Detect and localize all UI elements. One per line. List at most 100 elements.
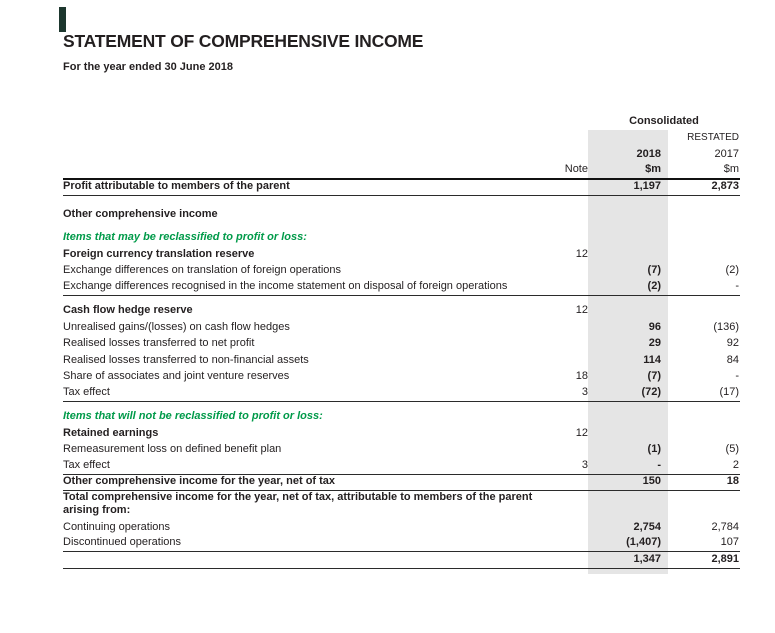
document-page: STATEMENT OF COMPREHENSIVE INCOME For th… — [63, 31, 740, 574]
value-2017-cell: - — [735, 279, 739, 292]
row-label: Realised losses transferred to net profi… — [63, 337, 255, 349]
row-label: Items that may be reclassified to profit… — [63, 231, 307, 243]
page-subtitle: For the year ended 30 June 2018 — [63, 61, 233, 73]
row-label — [63, 566, 540, 568]
table-row: Realised losses transferred to net profi… — [63, 336, 740, 353]
note-cell — [540, 488, 588, 490]
group-header-consolidated: Consolidated — [629, 114, 699, 127]
table-row: Remeasurement loss on defined benefit pl… — [63, 442, 740, 459]
value-2018-cell: (7) — [647, 264, 661, 276]
value-2017-cell: (136) — [713, 320, 739, 333]
row-label: Tax effect — [63, 385, 110, 398]
table-row: Realised losses transferred to non-finan… — [63, 352, 740, 369]
value-2018-cell: (72) — [641, 385, 661, 398]
note-cell — [540, 293, 588, 295]
row-label: Exchange differences recognised in the i… — [63, 279, 508, 292]
value-2017-cell: 18 — [726, 475, 739, 487]
value-2018-cell: - — [657, 458, 661, 471]
row-label: Continuing operations — [63, 520, 171, 533]
table-row: Unrealised gains/(losses) on cash flow h… — [63, 319, 740, 336]
column-header-2017: 2017 — [714, 147, 739, 160]
value-2018-cell: 1,347 — [633, 552, 661, 565]
column-header-unit-2017: $m — [723, 162, 739, 175]
restated-label: RESTATED — [687, 132, 739, 143]
table-row: Total comprehensive income for the year,… — [63, 491, 740, 519]
value-2018-cell: 1,197 — [633, 180, 661, 192]
table-row: Profit attributable to members of the pa… — [63, 180, 740, 196]
column-header-2018: 2018 — [636, 147, 661, 160]
row-label: Retained earnings — [63, 426, 159, 439]
table-row: Items that will not be reclassified to p… — [63, 409, 740, 426]
value-2017-cell: 92 — [726, 337, 739, 349]
table-row: Exchange differences on translation of f… — [63, 263, 740, 280]
table-row: Continuing operations 2,754 2,784 — [63, 519, 740, 536]
current-year-column-shade — [588, 130, 668, 574]
value-2017-cell: 2,873 — [711, 180, 739, 192]
table-header-restated-row: RESTATED — [63, 130, 740, 147]
value-2018-cell: 150 — [642, 475, 661, 487]
header-spacer — [63, 176, 540, 178]
value-2018-cell: 114 — [643, 353, 661, 366]
row-label: Remeasurement loss on defined benefit pl… — [63, 443, 282, 455]
value-2018-cell: (1) — [647, 443, 661, 455]
accent-bar — [59, 7, 66, 32]
note-cell — [540, 193, 588, 195]
row-label: Cash flow hedge reserve — [63, 304, 193, 316]
row-label: Exchange differences on translation of f… — [63, 264, 342, 276]
table-row: Cash flow hedge reserve 12 — [63, 303, 740, 320]
value-2017-cell: - — [735, 370, 739, 382]
table-header-years-row: 2018 2017 — [63, 146, 740, 163]
table-row: Retained earnings 12 — [63, 425, 740, 442]
table-row: Exchange differences recognised in the i… — [63, 279, 740, 296]
row-label: Tax effect — [63, 458, 110, 471]
row-label: Other comprehensive income for the year,… — [63, 475, 336, 487]
row-label: Discontinued operations — [63, 536, 182, 548]
value-2017-cell: (17) — [719, 385, 739, 398]
table-row: Discontinued operations (1,407) 107 — [63, 536, 740, 552]
note-cell — [540, 549, 588, 551]
value-2018-cell: (2) — [647, 279, 661, 292]
table-row: Items that may be reclassified to profit… — [63, 230, 740, 247]
table-header-units-row: Note $m $m — [63, 163, 740, 180]
value-2017-cell: 84 — [726, 353, 739, 366]
value-2017-cell: (2) — [725, 264, 739, 276]
table-row total-row: 1,347 2,891 — [63, 552, 740, 569]
row-label: Total comprehensive income for the year,… — [63, 491, 533, 516]
table-header-group-row: Consolidated — [63, 113, 740, 130]
table-row: Share of associates and joint venture re… — [63, 369, 740, 386]
row-label: Unrealised gains/(losses) on cash flow h… — [63, 320, 290, 333]
note-cell: 12 — [575, 247, 588, 260]
value-2017-cell: 2 — [732, 458, 739, 471]
value-2018-cell: (1,407) — [626, 536, 661, 548]
value-2017-cell — [668, 221, 740, 223]
value-2017-cell: 107 — [720, 536, 739, 548]
value-2018-cell — [588, 221, 668, 223]
table-row: Other comprehensive income for the year,… — [63, 475, 740, 491]
table-row: Other comprehensive income — [63, 206, 740, 223]
table-row: Foreign currency translation reserve 12 — [63, 246, 740, 263]
row-label: Share of associates and joint venture re… — [63, 370, 290, 382]
note-cell — [540, 221, 588, 223]
note-cell: 18 — [575, 370, 588, 382]
row-label: Profit attributable to members of the pa… — [63, 180, 290, 192]
row-label: Items that will not be reclassified to p… — [63, 410, 323, 422]
value-2017-cell: 2,784 — [711, 520, 739, 533]
note-cell: 12 — [575, 304, 588, 316]
table-row: Tax effect 3 - 2 — [63, 458, 740, 475]
note-cell: 3 — [581, 385, 588, 398]
row-label: Other comprehensive income — [63, 207, 218, 220]
page-title: STATEMENT OF COMPREHENSIVE INCOME — [63, 31, 424, 51]
row-label: Foreign currency translation reserve — [63, 247, 255, 260]
note-cell — [540, 566, 588, 568]
comprehensive-income-table: Consolidated RESTATED 2018 2017 Note $m … — [63, 113, 740, 574]
column-header-unit-2018: $m — [645, 162, 661, 175]
value-2018-cell: 2,754 — [633, 520, 661, 533]
value-2018-cell: 29 — [648, 337, 661, 349]
column-header-note: Note — [564, 162, 588, 175]
note-cell: 12 — [575, 426, 588, 439]
table-row: Tax effect 3 (72) (17) — [63, 385, 740, 402]
value-2017-cell: 2,891 — [711, 552, 739, 565]
value-2018-cell: 96 — [648, 320, 661, 333]
value-2018-cell: (7) — [647, 370, 661, 382]
row-label: Realised losses transferred to non-finan… — [63, 353, 309, 366]
